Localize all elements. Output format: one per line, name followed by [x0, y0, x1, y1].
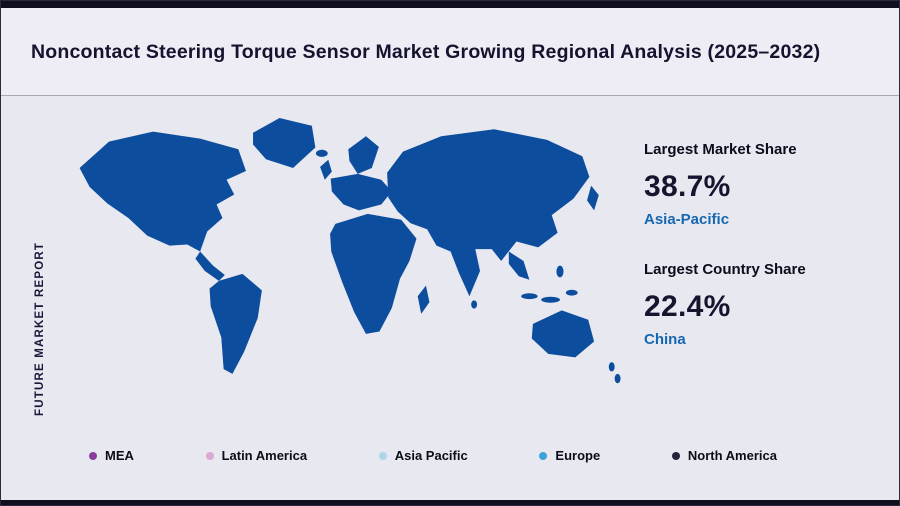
legend-label: MEA — [105, 448, 134, 463]
legend-item-europe: Europe — [539, 448, 600, 463]
continent-greenland — [253, 118, 316, 169]
legend-label: Asia Pacific — [394, 448, 468, 463]
world-map — [59, 97, 647, 439]
legend-item-latin-america: Latin America — [205, 448, 308, 463]
continent-north-america — [79, 131, 246, 252]
legend-label: Europe — [555, 448, 601, 463]
island-britain — [320, 159, 332, 180]
island-iceland — [315, 149, 328, 157]
region-scandinavia — [348, 136, 379, 174]
region-central-america — [195, 251, 225, 281]
continent-south-america — [209, 273, 262, 374]
island-philippines — [556, 265, 564, 278]
island-madagascar — [417, 285, 430, 314]
legend-dot-europe — [539, 451, 548, 460]
stat-region: Asia-Pacific — [644, 211, 730, 228]
continent-asia — [387, 129, 590, 297]
stat-region: China — [644, 331, 686, 348]
continent-australia — [531, 310, 595, 358]
legend-item-asia-pacific: Asia Pacific — [378, 448, 468, 463]
continent-europe — [330, 173, 392, 211]
continent-africa — [330, 213, 417, 334]
stats-panel: Largest Market Share 38.7% Asia-Pacific … — [644, 141, 889, 348]
bottom-bar — [1, 500, 899, 505]
stat-label: Largest Country Share — [644, 261, 806, 278]
stat-value: 38.7% — [644, 170, 731, 203]
island-java — [541, 296, 560, 303]
legend-dot-north-america — [671, 451, 680, 460]
island-sumatra — [521, 293, 538, 300]
stat-country-share: Largest Country Share 22.4% China — [644, 261, 889, 348]
island-sri-lanka — [471, 300, 478, 309]
legend-dot-mea — [89, 451, 97, 460]
stat-label: Largest Market Share — [644, 141, 797, 158]
header-background — [1, 8, 899, 95]
island-new-zealand-north — [608, 362, 615, 372]
legend-item-mea: MEA — [89, 448, 134, 463]
watermark-vertical-text: FUTURE MARKET REPORT — [34, 241, 46, 416]
page-title: Noncontact Steering Torque Sensor Market… — [31, 41, 821, 63]
island-new-zealand-south — [614, 373, 621, 384]
header-divider — [1, 95, 899, 96]
region-southeast-asia — [508, 251, 530, 280]
top-bar — [1, 1, 899, 8]
world-map-svg — [79, 118, 621, 384]
stat-value: 22.4% — [644, 290, 731, 323]
legend-dot-asia-pacific — [378, 451, 387, 460]
legend-item-north-america: North America — [671, 448, 777, 463]
legend-dot-latin-america — [205, 451, 214, 460]
legend-label: North America — [687, 448, 777, 463]
legend-label: Latin America — [221, 448, 308, 463]
island-japan — [587, 185, 599, 211]
island-new-guinea — [565, 289, 578, 296]
continents — [79, 118, 621, 384]
stat-market-share: Largest Market Share 38.7% Asia-Pacific — [644, 141, 889, 228]
legend: MEA Latin America Asia Pacific Europe No… — [89, 448, 777, 463]
